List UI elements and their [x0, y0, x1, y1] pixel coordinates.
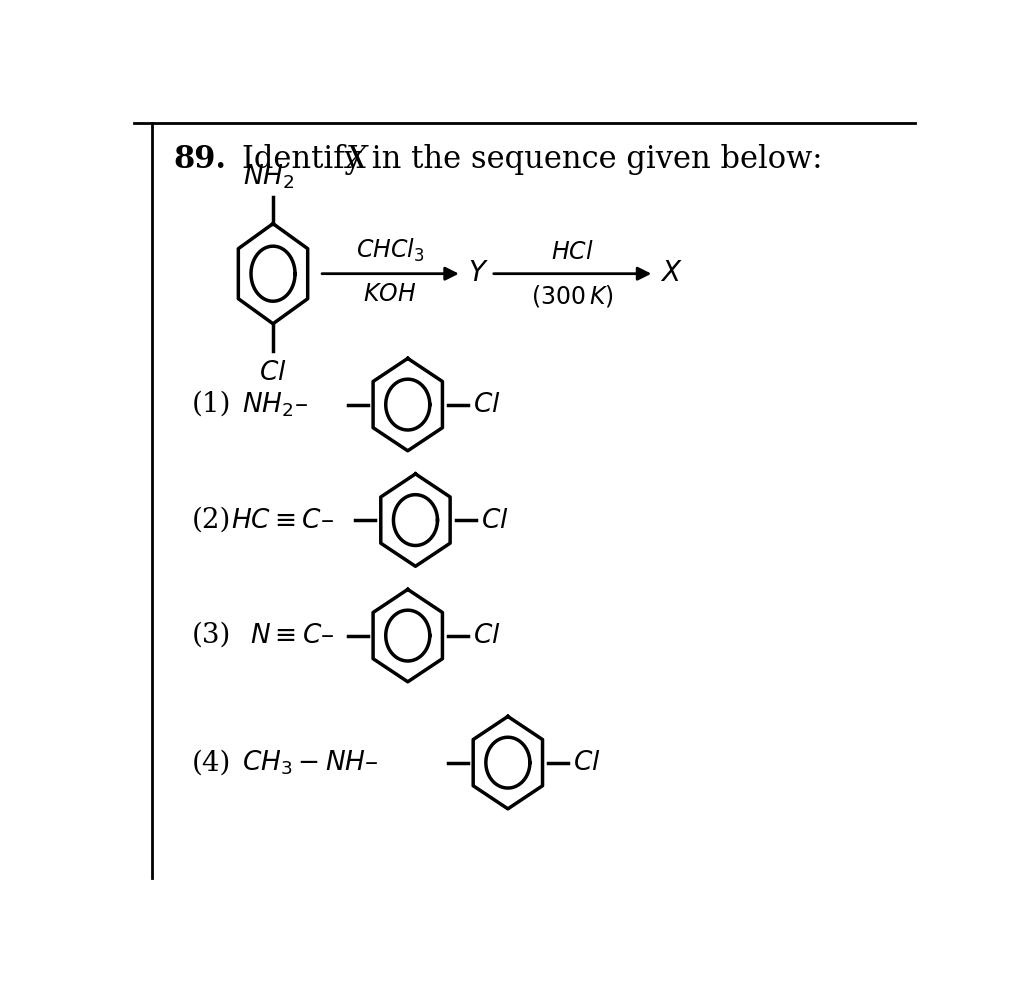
Text: $\mathit{Cl}$: $\mathit{Cl}$ [573, 750, 601, 775]
Text: Identify: Identify [243, 145, 372, 175]
Text: $\mathit{NH_2}$: $\mathit{NH_2}$ [244, 163, 295, 190]
Text: $\mathit{Cl}$: $\mathit{Cl}$ [259, 360, 287, 385]
Text: in the sequence given below:: in the sequence given below: [361, 145, 822, 175]
Text: $\mathit{Y}$: $\mathit{Y}$ [468, 261, 488, 287]
Text: $\mathit{N{\equiv}C}$–: $\mathit{N{\equiv}C}$– [250, 623, 334, 648]
Text: 89.: 89. [173, 145, 226, 175]
Text: $\mathit{Cl}$: $\mathit{Cl}$ [481, 507, 509, 532]
Text: $\mathit{NH_2}$–: $\mathit{NH_2}$– [243, 390, 308, 419]
Text: (2): (2) [193, 506, 231, 533]
Text: $\mathit{Cl}$: $\mathit{Cl}$ [473, 392, 501, 417]
Text: (4): (4) [193, 749, 231, 776]
Text: $\mathit{HC{\equiv}C}$–: $\mathit{HC{\equiv}C}$– [230, 507, 334, 532]
Text: (1): (1) [193, 391, 231, 418]
Text: $\mathit{HCl}$: $\mathit{HCl}$ [551, 242, 594, 265]
Text: (3): (3) [193, 622, 231, 649]
Text: $\mathit{KOH}$: $\mathit{KOH}$ [364, 282, 417, 306]
Text: $\mathit{Cl}$: $\mathit{Cl}$ [473, 623, 501, 648]
Text: $\mathit{X}$: $\mathit{X}$ [660, 261, 683, 287]
Text: $\mathit{CH_3 - NH}$–: $\mathit{CH_3 - NH}$– [243, 748, 379, 777]
Text: $\mathit{CHCl_3}$: $\mathit{CHCl_3}$ [355, 237, 424, 265]
Text: X: X [346, 145, 368, 175]
Text: $\mathit{(300\,K)}$: $\mathit{(300\,K)}$ [531, 282, 614, 309]
